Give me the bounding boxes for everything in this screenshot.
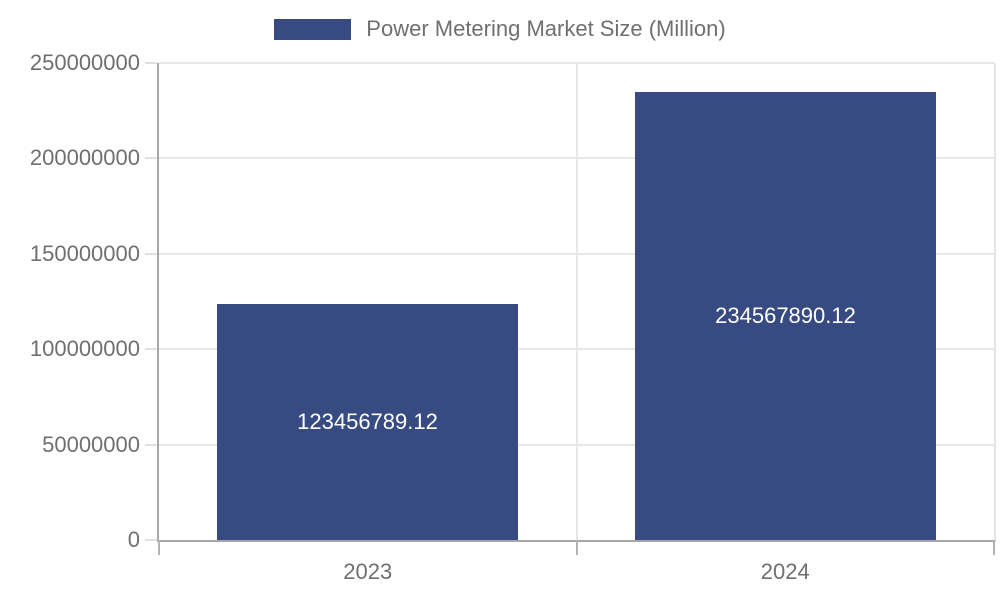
y-axis-tick-label: 0 (127, 527, 140, 552)
bar-value-label: 234567890.12 (715, 303, 856, 329)
x-gridline (575, 63, 578, 540)
bar-value-label: 123456789.12 (297, 409, 438, 435)
x-axis-label: 2023 (343, 559, 393, 584)
y-axis-tick-label: 150000000 (29, 240, 140, 266)
y-axis-tick (145, 443, 157, 446)
y-axis-tick (145, 348, 157, 351)
bar-2023[interactable]: 123456789.12 (217, 304, 518, 540)
x-axis-tick (575, 540, 578, 555)
y-axis-tick (145, 157, 157, 160)
y-axis-tick-label: 50000000 (42, 431, 140, 457)
x-axis-label: 2024 (760, 559, 810, 584)
y-axis-tick (145, 539, 157, 541)
bar-2024[interactable]: 234567890.12 (635, 92, 936, 540)
legend-item[interactable]: Power Metering Market Size (Million) (0, 15, 1000, 43)
x-axis-tick (158, 540, 160, 555)
y-axis-tick-label: 100000000 (29, 336, 140, 362)
plot-area: 0 50000000 100000000 150000000 200000000 2500… (30, 50, 996, 584)
y-axis-tick-label: 250000000 (29, 50, 140, 75)
x-axis-tick (993, 540, 995, 555)
y-axis-tick-label: 200000000 (29, 145, 140, 171)
legend-label: Power Metering Market Size (Million) (366, 16, 726, 41)
y-axis-tick (145, 252, 157, 255)
y-axis-tick (145, 62, 157, 64)
legend-swatch (274, 18, 352, 40)
